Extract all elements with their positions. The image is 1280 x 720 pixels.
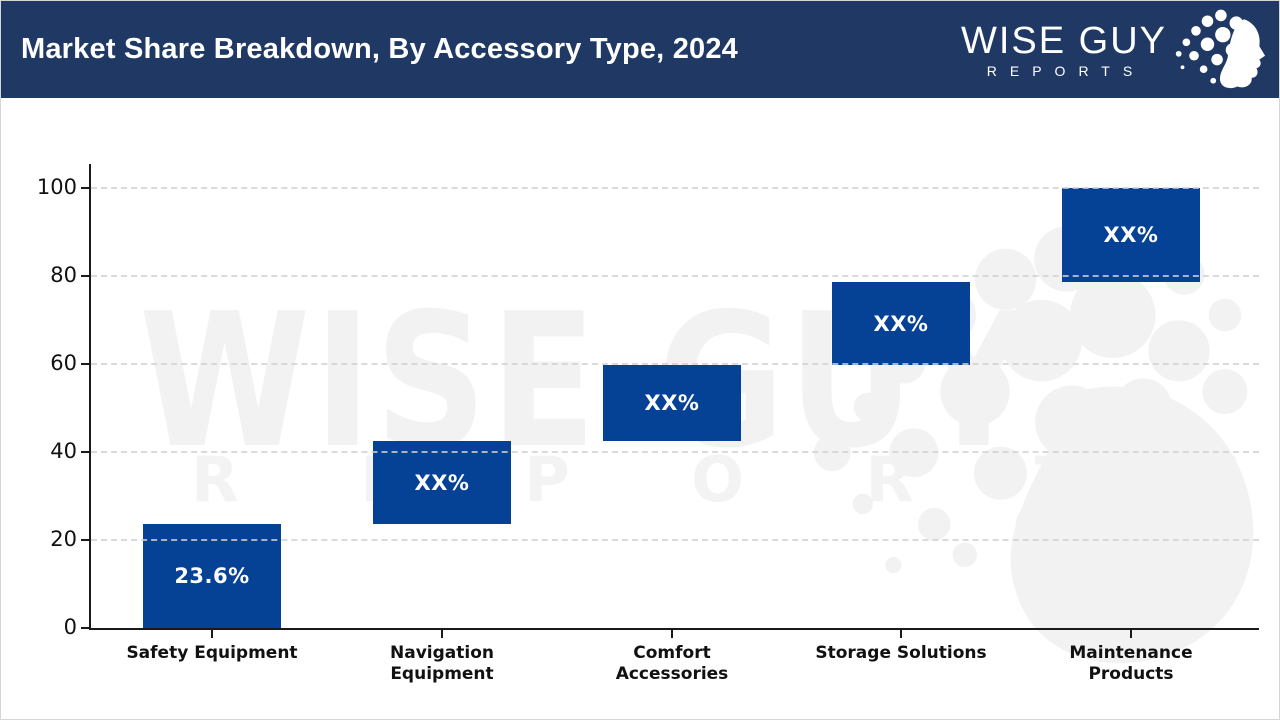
brand-name: WISE GUY — [960, 19, 1167, 62]
y-tick-mark — [81, 627, 89, 629]
gridline-80 — [91, 274, 1259, 277]
y-tick-label: 100 — [36, 174, 77, 199]
x-tick-label-2: Navigation Equipment — [390, 643, 494, 684]
x-tick-mark — [900, 630, 902, 638]
brand-logo: WISE GUY REPORTS — [961, 8, 1279, 92]
bar-value-label: XX% — [1103, 222, 1159, 247]
y-tick-mark — [81, 186, 89, 189]
y-tick-mark — [81, 538, 89, 541]
bar-value-label: 23.6% — [174, 564, 250, 588]
gridline-100 — [91, 186, 1259, 189]
y-tick-label: 20 — [50, 526, 77, 551]
x-tick-mark — [211, 630, 213, 638]
brand-head-icon — [1175, 9, 1266, 88]
bar-value-label: XX% — [873, 311, 929, 336]
chart-area: WISE GUY R E P O R T S 0 20 40 60 80 100 23.6%… — [1, 98, 1279, 719]
brand-wordmark: WISE GUY REPORTS — [961, 21, 1167, 79]
chart-title: Market Share Breakdown, By Accessory Typ… — [21, 33, 739, 65]
x-tick-mark — [441, 630, 443, 638]
x-axis-line — [89, 628, 1259, 630]
x-tick-label-4: Storage Solutions — [815, 643, 987, 663]
gridline-40 — [91, 450, 1259, 453]
y-tick-label: 60 — [50, 350, 77, 375]
y-tick-mark — [81, 274, 89, 277]
gridline-20 — [91, 538, 1259, 541]
x-tick-mark — [671, 630, 673, 638]
bar-value-label: XX% — [414, 470, 470, 495]
gridline-60 — [91, 362, 1259, 365]
bar-value-label: XX% — [644, 391, 700, 416]
x-tick-label-1: Safety Equipment — [126, 643, 298, 663]
bar-safety-equipment: 23.6% — [143, 524, 281, 628]
y-tick-mark — [81, 450, 89, 453]
bar-comfort-accessories: XX% — [603, 365, 741, 442]
x-tick-label-5: Maintenance Products — [1069, 643, 1193, 684]
header: Market Share Breakdown, By Accessory Typ… — [1, 1, 1279, 98]
y-tick-label: 40 — [50, 438, 77, 463]
y-tick-mark — [81, 362, 89, 365]
brand-subtitle: REPORTS — [986, 62, 1146, 79]
x-tick-mark — [1130, 630, 1132, 638]
y-tick-label: 80 — [50, 262, 77, 287]
y-axis-line — [89, 164, 91, 630]
x-tick-label-3: Comfort Accessories — [615, 643, 729, 684]
bar-maintenance-products: XX% — [1062, 187, 1200, 283]
bar-navigation-equipment: XX% — [373, 441, 511, 525]
y-tick-label: 0 — [63, 615, 77, 639]
bar-storage-solutions: XX% — [832, 282, 970, 366]
